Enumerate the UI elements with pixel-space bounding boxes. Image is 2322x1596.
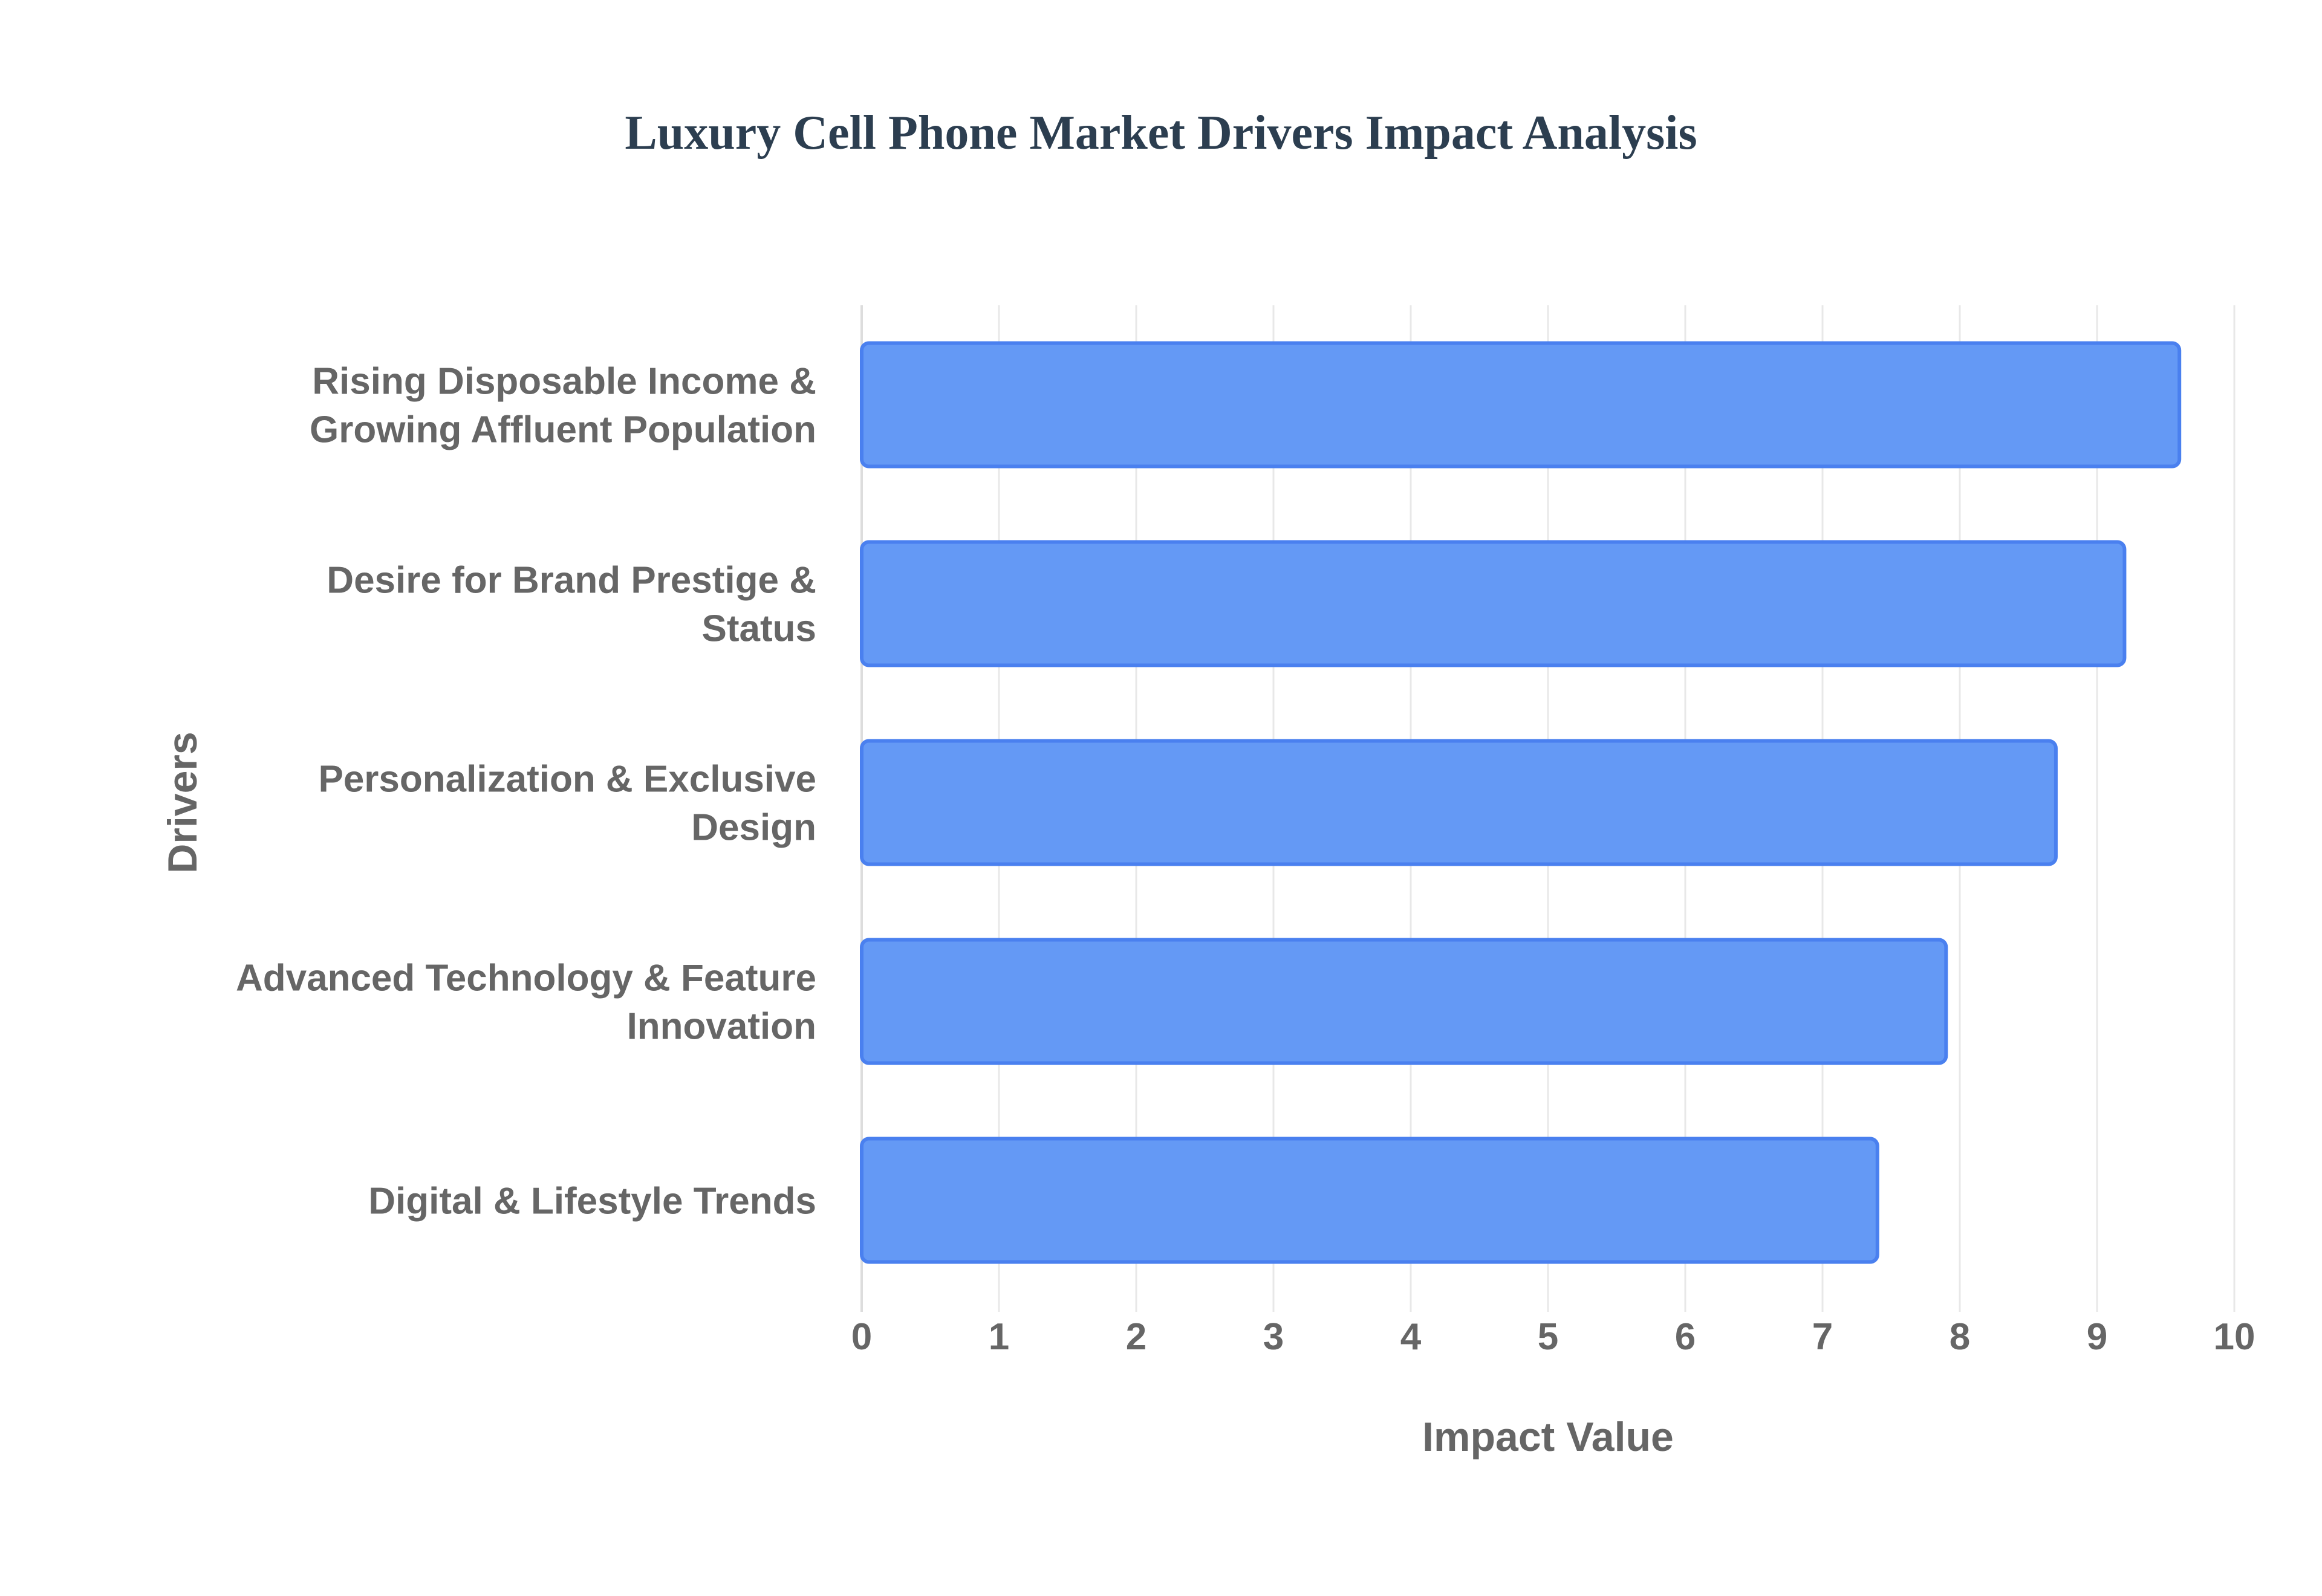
bar-0[interactable] [860, 341, 2182, 469]
bar-4[interactable] [860, 1137, 1879, 1264]
category-label-line: Growing Affluent Population [310, 409, 816, 451]
x-tick-2: 2 [1126, 1316, 1146, 1358]
category-label-line: Design [691, 807, 816, 849]
category-label-0: Rising Disposable Income & Growing Afflue… [310, 361, 816, 451]
category-label-line: Status [702, 608, 816, 650]
x-tick-0: 0 [851, 1316, 872, 1358]
x-tick-7: 7 [1812, 1316, 1833, 1358]
x-tick-3: 3 [1263, 1316, 1284, 1358]
x-tick-labels: 0 1 2 3 4 5 6 7 8 9 10 [851, 1316, 2255, 1358]
category-label-line: Rising Disposable Income & [312, 361, 816, 403]
bar-2[interactable] [860, 739, 2058, 866]
category-label-2: Personalization & Exclusive Design [318, 759, 816, 849]
category-label-line: Innovation [627, 1006, 816, 1048]
bar-3[interactable] [860, 938, 1948, 1065]
category-label-line: Digital & Lifestyle Trends [368, 1181, 816, 1222]
x-tick-9: 9 [2087, 1316, 2107, 1358]
chart-title: Luxury Cell Phone Market Drivers Impact … [625, 106, 1697, 160]
category-label-1: Desire for Brand Prestige & Status [327, 560, 816, 650]
x-tick-10: 10 [2214, 1316, 2255, 1358]
x-tick-5: 5 [1538, 1316, 1558, 1358]
category-label-line: Desire for Brand Prestige & [327, 560, 816, 602]
x-tick-8: 8 [1950, 1316, 1970, 1358]
x-tick-6: 6 [1675, 1316, 1696, 1358]
bar-1[interactable] [860, 540, 2127, 667]
category-label-4: Digital & Lifestyle Trends [368, 1181, 816, 1222]
x-axis-title: Impact Value [1422, 1414, 1674, 1460]
category-label-line: Personalization & Exclusive [318, 759, 816, 800]
category-label-line: Advanced Technology & Feature [236, 958, 816, 999]
x-tick-4: 4 [1400, 1316, 1422, 1358]
category-label-3: Advanced Technology & Feature Innovation [236, 958, 816, 1048]
y-axis-title: Drivers [160, 731, 206, 873]
x-tick-1: 1 [989, 1316, 1009, 1358]
bars [860, 341, 2182, 1264]
category-labels: Rising Disposable Income & Growing Afflue… [236, 361, 816, 1222]
